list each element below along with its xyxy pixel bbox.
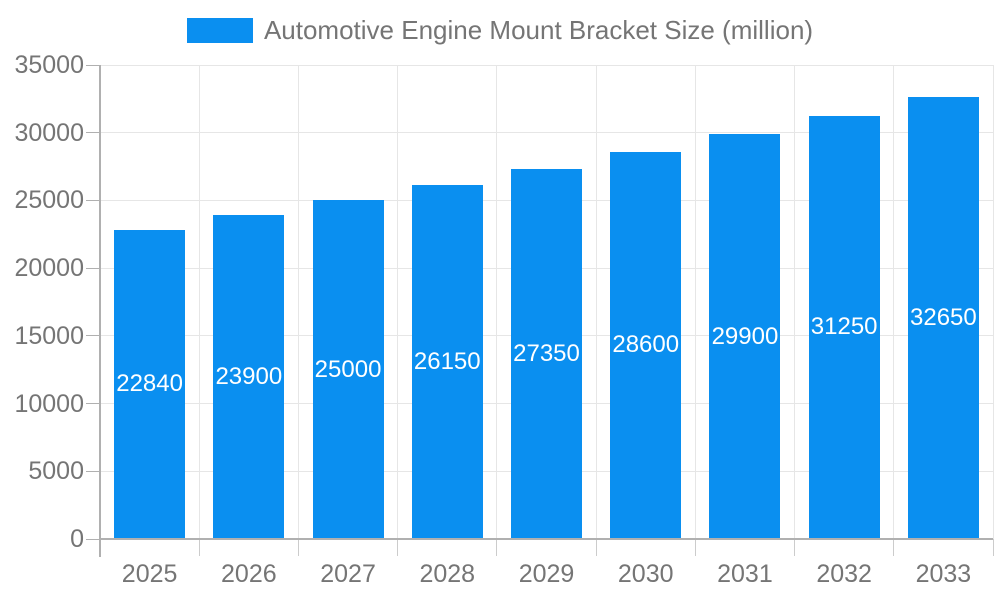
y-axis-label: 20000 <box>14 254 84 283</box>
category-gridline <box>794 65 796 539</box>
bar-value-label: 31250 <box>810 313 878 341</box>
y-axis-label: 35000 <box>14 51 84 79</box>
category-gridline <box>297 65 299 539</box>
x-axis-label: 2030 <box>617 560 674 588</box>
x-axis-label: 2025 <box>121 560 178 588</box>
category-gridline <box>496 65 498 539</box>
y-axis-label: 10000 <box>14 389 84 418</box>
x-axis-tick <box>794 539 796 556</box>
y-axis-tick <box>86 199 100 201</box>
y-gridline <box>100 132 993 134</box>
chart-legend: Automotive Engine Mount Bracket Size (mi… <box>0 15 1000 46</box>
x-axis-tick <box>694 539 696 556</box>
bar: 31250 <box>808 115 880 539</box>
y-axis-label: 5000 <box>28 457 84 486</box>
x-axis-label: 2033 <box>915 560 972 588</box>
bar-value-label: 29900 <box>711 322 779 350</box>
x-axis-tick <box>595 539 597 556</box>
y-axis-label: 25000 <box>14 186 84 215</box>
category-gridline <box>397 65 399 539</box>
bar-value-label: 23900 <box>215 363 283 391</box>
y-axis-tick <box>86 538 100 540</box>
x-axis-tick <box>198 539 200 556</box>
y-axis-label: 15000 <box>14 321 84 350</box>
y-axis-line <box>99 65 101 557</box>
bar: 32650 <box>907 96 979 539</box>
bar: 22840 <box>114 229 186 539</box>
legend-label: Automotive Engine Mount Bracket Size (mi… <box>263 15 814 45</box>
bar-value-label: 25000 <box>314 355 382 383</box>
x-axis-label: 2029 <box>518 560 575 588</box>
x-axis-label: 2027 <box>320 560 376 588</box>
bar-value-label: 26150 <box>413 347 481 375</box>
bar-value-label: 22840 <box>116 370 183 398</box>
x-axis-label: 2032 <box>816 560 872 588</box>
y-axis-tick <box>86 403 100 405</box>
x-axis-tick <box>496 539 498 556</box>
y-axis-tick <box>86 132 100 134</box>
bar: 26150 <box>411 184 483 539</box>
x-axis-tick <box>297 539 299 556</box>
category-gridline <box>992 65 994 539</box>
y-axis-label: 30000 <box>14 118 84 147</box>
category-gridline <box>694 65 696 539</box>
x-axis-tick <box>992 539 994 556</box>
y-axis-tick <box>86 64 100 66</box>
legend-swatch <box>186 18 253 43</box>
y-axis-tick <box>86 470 100 472</box>
x-axis-tick <box>893 539 895 556</box>
x-axis-label: 2026 <box>221 560 277 588</box>
bar: 29900 <box>709 134 781 539</box>
bar: 27350 <box>511 168 582 539</box>
bar: 28600 <box>610 151 682 539</box>
y-axis-tick <box>86 335 100 337</box>
bar-value-label: 27350 <box>513 339 580 367</box>
y-axis-tick <box>86 267 100 269</box>
x-axis-line <box>100 538 993 540</box>
bar-value-label: 32650 <box>910 303 977 331</box>
category-gridline <box>893 65 895 539</box>
category-gridline <box>595 65 597 539</box>
category-gridline <box>198 65 200 539</box>
y-axis-label: 0 <box>70 525 84 553</box>
x-axis-label: 2031 <box>717 560 773 588</box>
bar-value-label: 28600 <box>612 331 680 359</box>
bar: 23900 <box>213 215 285 539</box>
y-gridline <box>100 64 993 66</box>
bar: 25000 <box>312 200 384 539</box>
x-axis-tick <box>397 539 399 556</box>
x-axis-label: 2028 <box>419 560 476 588</box>
